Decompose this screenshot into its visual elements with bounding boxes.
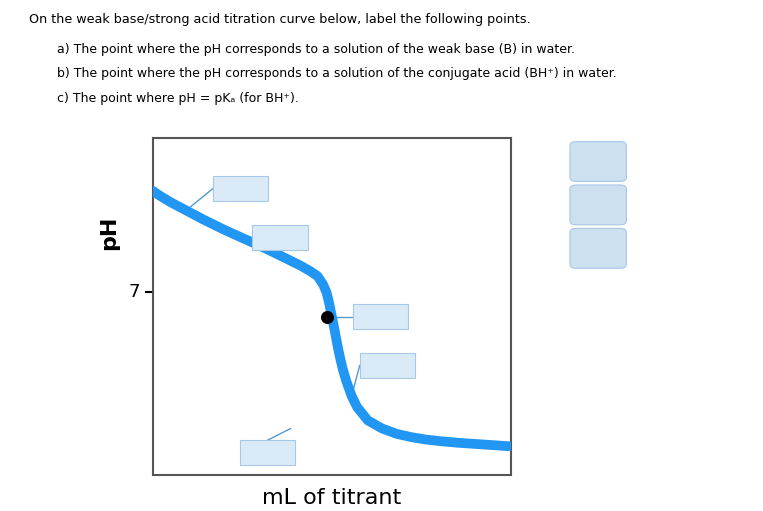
Text: a: a — [594, 154, 603, 169]
FancyBboxPatch shape — [353, 304, 408, 330]
Text: b) The point where the pH corresponds to a solution of the conjugate acid (BH⁺) : b) The point where the pH corresponds to… — [57, 67, 617, 80]
FancyBboxPatch shape — [359, 353, 415, 378]
FancyBboxPatch shape — [252, 225, 307, 250]
Text: mL of titrant: mL of titrant — [262, 489, 401, 508]
Point — [320, 313, 333, 321]
Text: c: c — [594, 241, 603, 256]
FancyBboxPatch shape — [240, 440, 295, 466]
Text: c) The point where pH = pKₐ (for BH⁺).: c) The point where pH = pKₐ (for BH⁺). — [57, 92, 299, 105]
Text: 7: 7 — [128, 284, 140, 301]
Text: b: b — [594, 197, 603, 213]
FancyBboxPatch shape — [213, 176, 269, 201]
Text: a) The point where the pH corresponds to a solution of the weak base (B) in wate: a) The point where the pH corresponds to… — [57, 43, 575, 56]
Text: pH: pH — [99, 215, 120, 249]
Text: On the weak base/strong acid titration curve below, label the following points.: On the weak base/strong acid titration c… — [29, 13, 531, 26]
